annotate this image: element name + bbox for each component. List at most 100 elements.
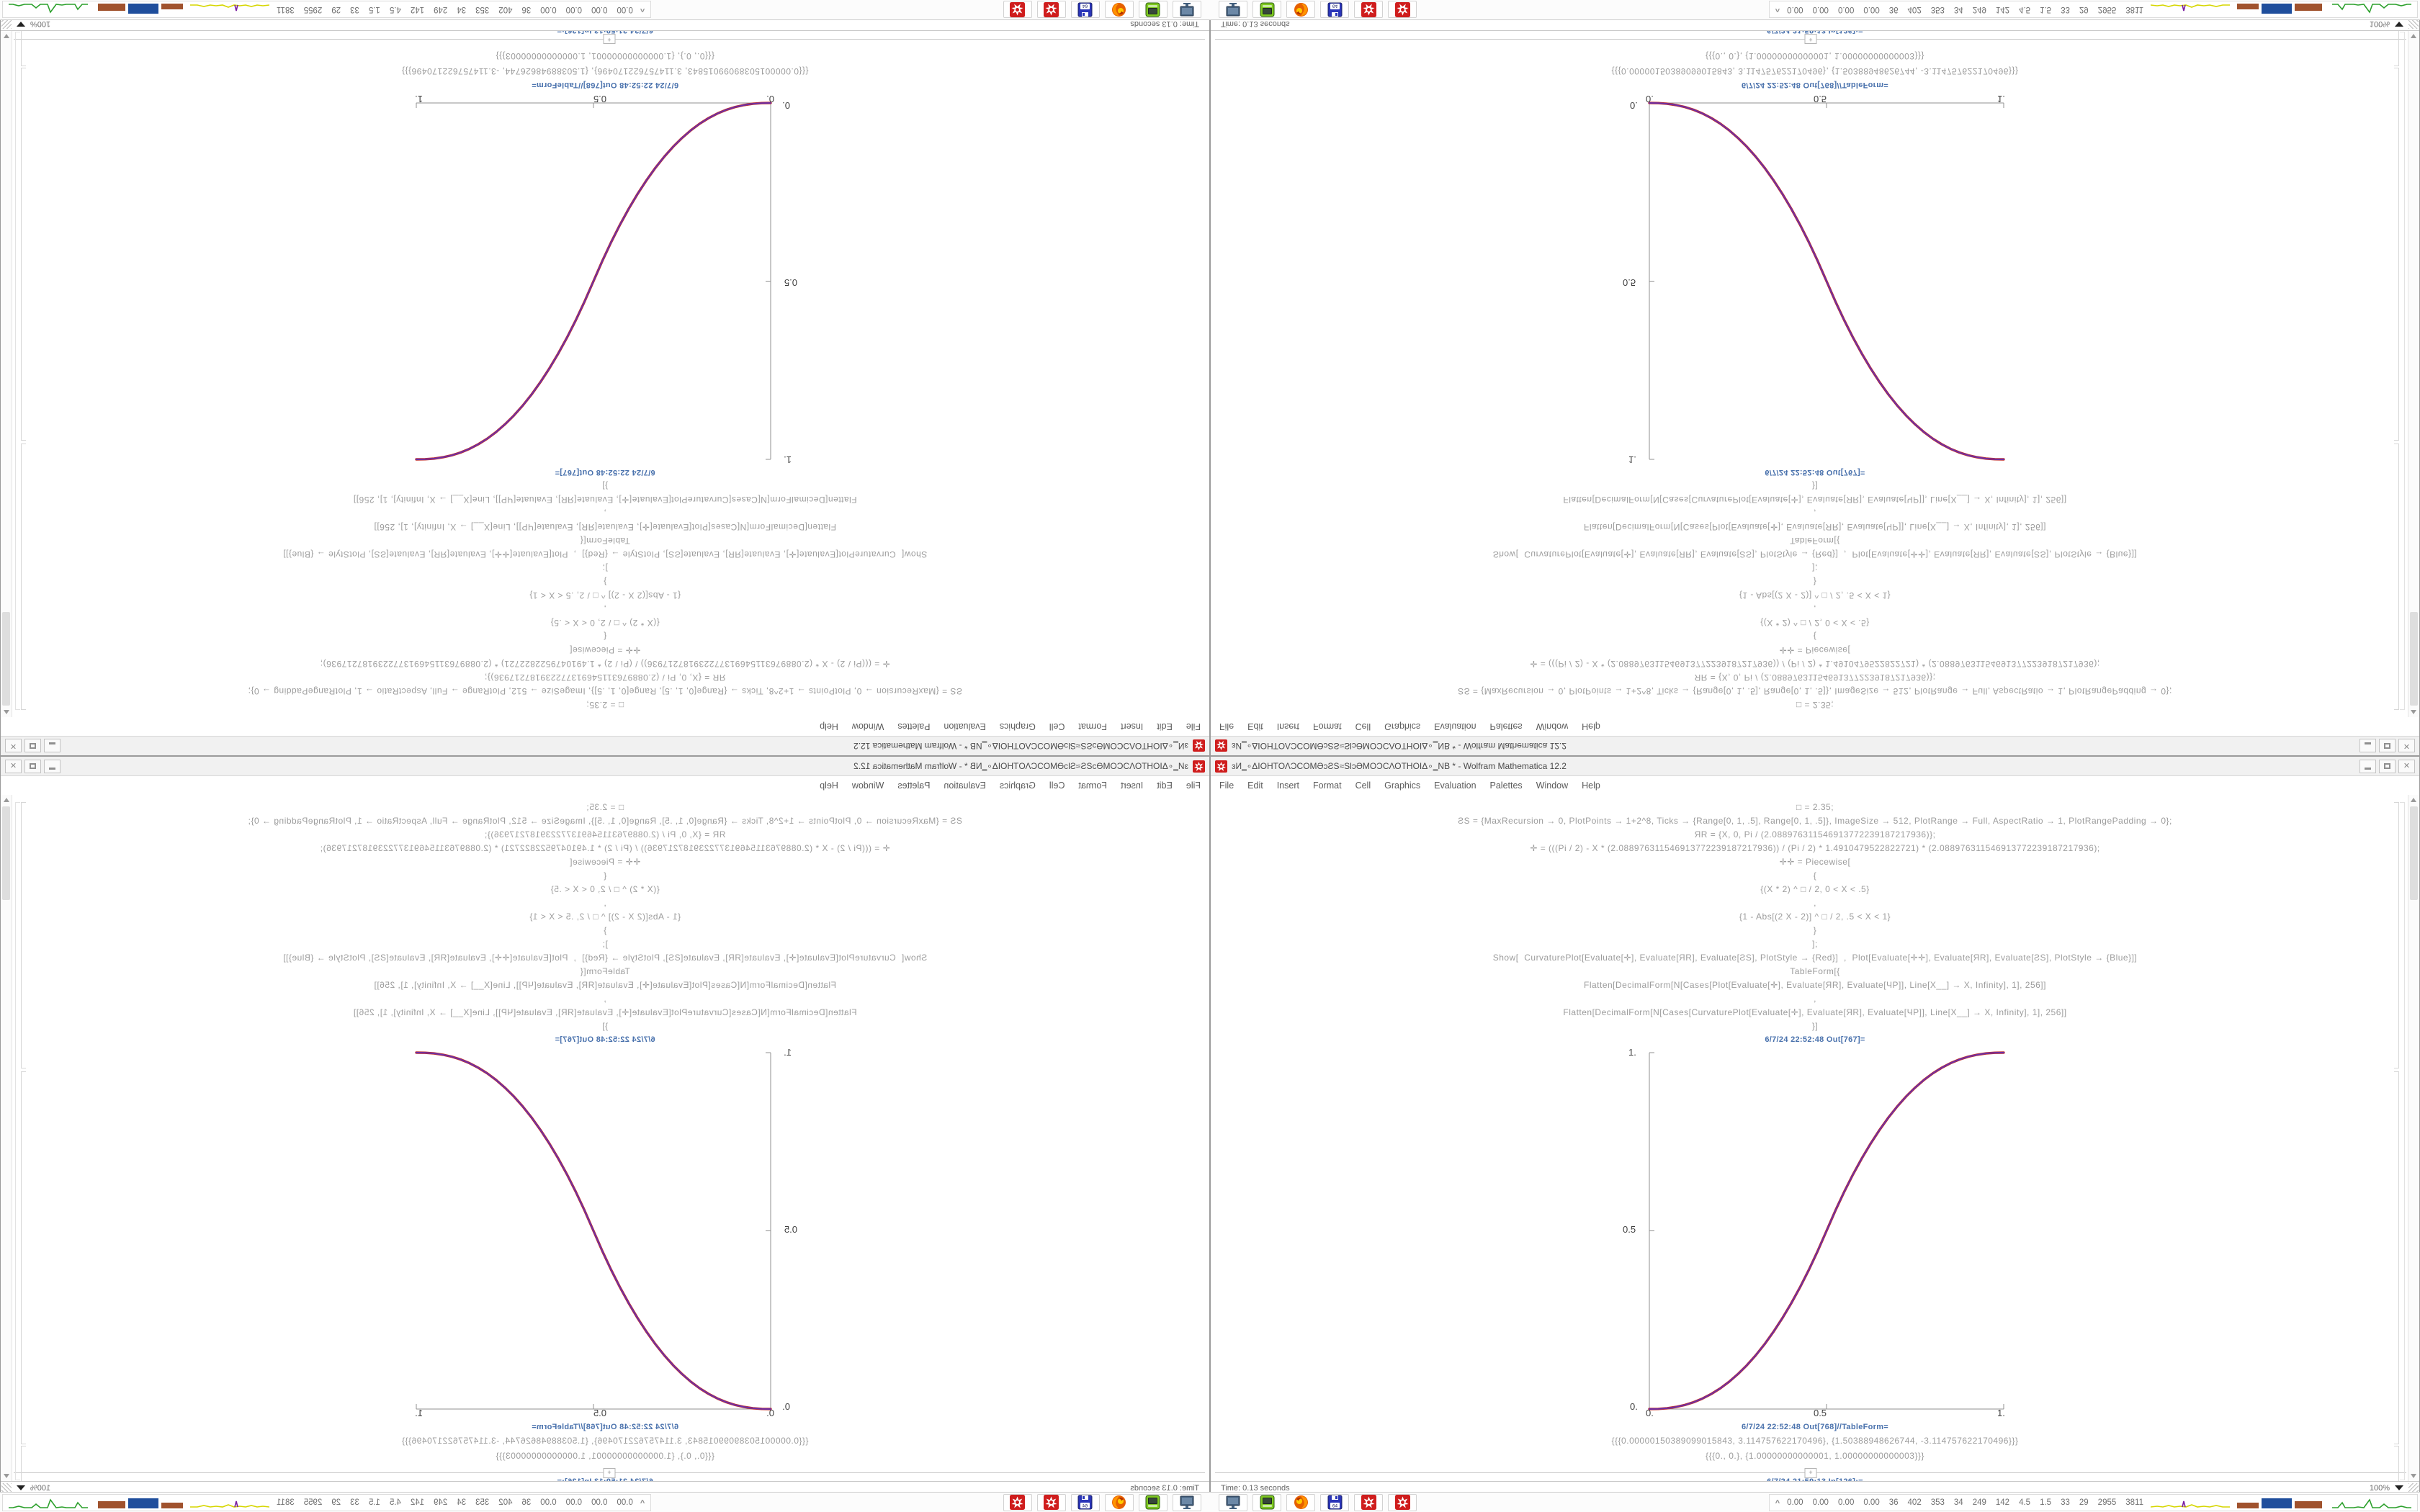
input-code-line[interactable]: TableForm[{ — [580, 536, 630, 546]
cell-bracket-plot-output[interactable] — [2394, 1071, 2399, 1444]
input-code-line[interactable]: , — [1814, 604, 1816, 614]
menu-item[interactable]: File — [1186, 721, 1201, 732]
tray-expander-icon[interactable]: ^ — [1775, 4, 1780, 14]
taskbar-firefox-icon[interactable] — [1105, 1, 1134, 19]
input-code-line[interactable]: Flatten[DecimalForm[N[Cases[CurvaturePlo… — [1563, 495, 2067, 505]
input-code-line[interactable]: {(X * 2) ^ □ / 2, 0 < X < .5} — [1760, 884, 1870, 894]
menu-item[interactable]: Cell — [1049, 721, 1065, 732]
window-titlebar[interactable]: ɜИ‗∘ΔΙΟΗΤΟΛϽCOMƏɔƧS≈SƖɔƏMOϽCΛΟΤΗΟΙΔ∘‗NB … — [1211, 757, 2419, 776]
tray-expander-icon[interactable]: ^ — [1775, 1498, 1780, 1508]
insert-cell-icon[interactable]: + — [1804, 34, 1817, 44]
maximize-button[interactable] — [24, 759, 41, 773]
input-code-line[interactable]: ✛✛ = Piecewise[ — [569, 857, 641, 867]
insert-cell-icon[interactable]: + — [603, 34, 616, 44]
menu-item[interactable]: Window — [851, 721, 884, 732]
input-code-line[interactable]: }] — [601, 481, 609, 491]
cell-bracket-plot-output[interactable] — [2394, 68, 2399, 441]
window-titlebar[interactable]: ɜИ‗∘ΔΙΟΗΤΟΛϽCOMƏɔƧS≈SƖɔƏMOϽCΛΟΤΗΟΙΔ∘‗NB … — [1, 736, 1209, 755]
menu-item[interactable]: Format — [1078, 721, 1108, 732]
cell-bracket-table-output[interactable] — [21, 31, 26, 66]
scrollbar-thumb[interactable] — [2410, 612, 2418, 706]
input-code-line[interactable]: { — [1813, 870, 1817, 881]
taskbar-floppy-64-icon[interactable]: 64 — [1071, 1, 1100, 19]
scroll-down-icon[interactable] — [4, 34, 9, 38]
menu-item[interactable]: Help — [820, 721, 838, 732]
input-code-line[interactable]: ƧS = {MaxRecursion → 0, PlotPoints → 1+2… — [248, 816, 962, 826]
cell-insertion-bar[interactable]: + — [1215, 1468, 2406, 1478]
cell-bracket-table-output[interactable] — [2394, 31, 2399, 66]
scrollbar-thumb[interactable] — [2, 806, 10, 900]
vertical-scrollbar[interactable] — [1, 795, 12, 1481]
cell-bracket-table-output[interactable] — [2394, 1446, 2399, 1481]
vertical-scrollbar[interactable] — [2408, 795, 2419, 1481]
input-code-line[interactable]: Show[ CurvaturePlot[Evaluate[✛], Evaluat… — [1492, 953, 2138, 963]
taskbar-firefox-icon[interactable] — [1286, 1493, 1315, 1511]
input-code-line[interactable]: }] — [1811, 481, 1819, 491]
tray-expander-icon[interactable]: ^ — [640, 4, 645, 14]
cell-bracket-group[interactable] — [15, 802, 20, 1480]
maximize-button[interactable] — [2379, 739, 2396, 753]
input-code-line[interactable]: , — [1814, 508, 1816, 518]
scroll-up-icon[interactable] — [4, 710, 9, 714]
taskbar-virtualbox-icon[interactable] — [1139, 1493, 1168, 1511]
input-code-line[interactable]: {1 - Abs[(2 X - 2)] ^ □ / 2, .5 < X < 1} — [529, 912, 681, 922]
menu-item[interactable]: Format — [1078, 780, 1108, 791]
input-code-line[interactable]: Show[ CurvaturePlot[Evaluate[✛], Evaluat… — [282, 953, 928, 963]
scroll-down-icon[interactable] — [4, 1474, 9, 1478]
menu-item[interactable]: Insert — [1276, 721, 1299, 732]
input-code-line[interactable]: { — [1813, 631, 1817, 642]
taskbar-virtualbox-icon[interactable] — [1252, 1, 1281, 19]
menu-item[interactable]: Evaluation — [944, 721, 986, 732]
zoom-level[interactable]: 100% — [30, 1483, 51, 1493]
cell-bracket-input[interactable] — [2394, 802, 2399, 1068]
input-code-line[interactable]: Flatten[DecimalForm[N[Cases[CurvaturePlo… — [1563, 1007, 2067, 1017]
input-code-line[interactable]: } — [603, 577, 607, 587]
taskbar-mathematica-icon-2[interactable] — [1388, 1493, 1417, 1511]
menu-item[interactable]: Window — [1536, 780, 1569, 791]
input-code-line[interactable]: {1 - Abs[(2 X - 2)] ^ □ / 2, .5 < X < 1} — [1739, 912, 1891, 922]
tray-expander-icon[interactable]: ^ — [640, 1498, 645, 1508]
taskbar-virtualbox-icon[interactable] — [1252, 1493, 1281, 1511]
input-code-line[interactable]: {1 - Abs[(2 X - 2)] ^ □ / 2, .5 < X < 1} — [529, 590, 681, 600]
menu-item[interactable]: Cell — [1355, 721, 1371, 732]
taskbar-floppy-64-icon[interactable]: 64 — [1320, 1493, 1349, 1511]
input-code-line[interactable]: {(X * 2) ^ □ / 2, 0 < X < .5} — [550, 884, 660, 894]
close-button[interactable]: ✕ — [2398, 739, 2415, 753]
scroll-up-icon[interactable] — [2411, 710, 2416, 714]
window-titlebar[interactable]: ɜИ‗∘ΔΙΟΗΤΟΛϽCOMƏɔƧS≈SƖɔƏMOϽCΛΟΤΗΟΙΔ∘‗NB … — [1, 757, 1209, 776]
zoom-dropdown-icon[interactable] — [17, 1485, 25, 1490]
taskbar-mathematica-icon-2[interactable] — [1388, 1, 1417, 19]
input-code-line[interactable]: Flatten[DecimalForm[N[Cases[Plot[Evaluat… — [1584, 980, 2046, 990]
menu-item[interactable]: Help — [820, 780, 838, 791]
minimize-button[interactable] — [2360, 739, 2376, 753]
taskbar-mathematica-icon[interactable] — [1354, 1493, 1383, 1511]
zoom-dropdown-icon[interactable] — [2395, 1485, 2403, 1490]
taskbar-firefox-icon[interactable] — [1105, 1493, 1134, 1511]
input-code-line[interactable]: , — [1814, 898, 1816, 908]
menu-item[interactable]: Edit — [1247, 721, 1263, 732]
input-code-line[interactable]: ЯR = {X, 0, Pi / (2.08897631154691377223… — [1694, 672, 1936, 683]
menu-item[interactable]: Format — [1312, 780, 1342, 791]
menu-item[interactable]: Evaluation — [944, 780, 986, 791]
menu-item[interactable]: File — [1186, 780, 1201, 791]
input-code-line[interactable]: , — [1814, 994, 1816, 1004]
scrollbar-thumb[interactable] — [2410, 806, 2418, 900]
input-code-line[interactable]: □ = 2.35; — [1796, 802, 1834, 812]
resize-grip[interactable] — [2408, 19, 2419, 29]
scrollbar-thumb[interactable] — [2, 612, 10, 706]
input-code-line[interactable]: , — [604, 604, 606, 614]
input-code-line[interactable]: }] — [1811, 1021, 1819, 1031]
taskbar-mathematica-icon[interactable] — [1037, 1, 1066, 19]
vertical-scrollbar[interactable] — [2408, 31, 2419, 717]
input-code-line[interactable]: ]; — [602, 563, 608, 573]
input-code-line[interactable]: , — [604, 898, 606, 908]
cell-bracket-input[interactable] — [2394, 444, 2399, 710]
minimize-button[interactable] — [2360, 759, 2376, 773]
menu-item[interactable]: Window — [851, 780, 884, 791]
input-code-line[interactable]: ƧS = {MaxRecursion → 0, PlotPoints → 1+2… — [1458, 816, 2172, 826]
taskbar-mathematica-icon[interactable] — [1354, 1, 1383, 19]
menu-item[interactable]: Palettes — [897, 780, 931, 791]
cell-bracket-input[interactable] — [21, 444, 26, 710]
minimize-button[interactable] — [44, 739, 60, 753]
menu-item[interactable]: Graphics — [999, 721, 1036, 732]
